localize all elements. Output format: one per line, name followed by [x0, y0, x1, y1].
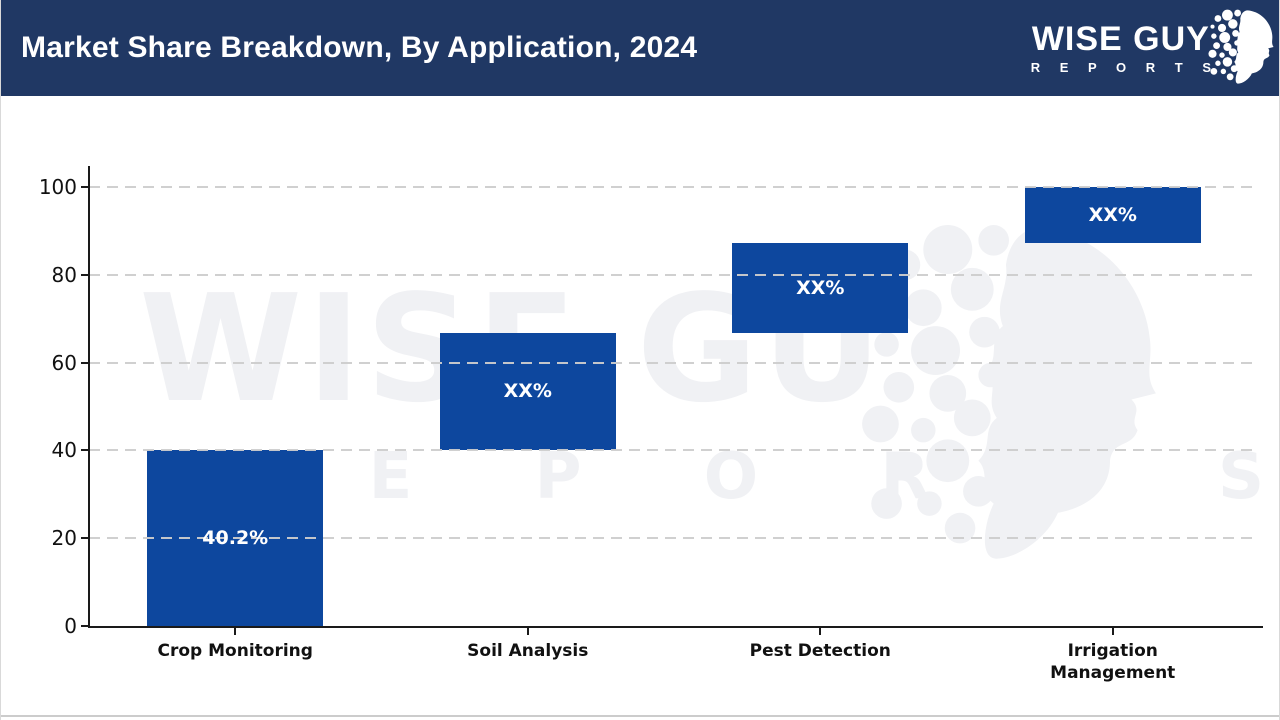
brand-text: WISE GUY R E P O R T S [1023, 22, 1219, 75]
y-axis-line [88, 166, 90, 628]
y-tick-mark-80 [81, 273, 89, 276]
x-tick-mark-pest-detection [819, 628, 822, 635]
bottom-border [1, 715, 1279, 717]
gridline-20 [89, 537, 1259, 540]
y-tick-label-80: 80 [51, 262, 77, 287]
gridline-100 [89, 186, 1259, 188]
y-tick-label-0: 0 [64, 614, 77, 638]
x-tick-mark-irrigation-management [1111, 628, 1114, 635]
bar-label-pest-detection: XX% [796, 276, 845, 299]
category-label-crop-monitoring: Crop Monitoring [157, 641, 313, 661]
header: Market Share Breakdown, By Application, … [1, 0, 1279, 96]
page-title: Market Share Breakdown, By Application, … [21, 31, 698, 64]
y-tick-label-60: 60 [51, 350, 77, 375]
bar-label-irrigation-management: XX% [1088, 203, 1137, 226]
y-tick-label-100: 100 [38, 175, 77, 199]
bar-pest-detection [732, 242, 909, 333]
brand-logo: WISE GUY R E P O R T S [1023, 8, 1275, 88]
y-tick-mark-20 [81, 537, 89, 540]
y-tick-label-20: 20 [51, 526, 77, 551]
y-tick-mark-60 [81, 361, 89, 364]
gridline-60 [89, 361, 1259, 364]
bar-label-crop-monitoring: 40.2% [202, 526, 269, 549]
x-axis-line [88, 626, 1263, 628]
brand-head-icon [1207, 9, 1275, 87]
y-tick-mark-100 [81, 186, 89, 188]
y-tick-label-40: 40 [51, 438, 77, 463]
x-tick-mark-crop-monitoring [234, 628, 237, 635]
gridline-40 [89, 449, 1259, 452]
category-label-irrigation-management: Irrigation Management [1050, 641, 1176, 684]
y-tick-mark-0 [81, 625, 89, 627]
y-tick-mark-40 [81, 449, 89, 452]
category-label-pest-detection: Pest Detection [749, 641, 891, 661]
bar-irrigation-management [1024, 187, 1201, 243]
category-label-soil-analysis: Soil Analysis [467, 641, 589, 661]
brand-name: WISE GUY [1031, 19, 1210, 58]
x-tick-mark-soil-analysis [526, 628, 529, 635]
bar-soil-analysis [439, 332, 616, 450]
gridline-80 [89, 273, 1259, 276]
brand-tagline: R E P O R T S [1030, 59, 1219, 75]
bar-label-soil-analysis: XX% [503, 380, 552, 403]
